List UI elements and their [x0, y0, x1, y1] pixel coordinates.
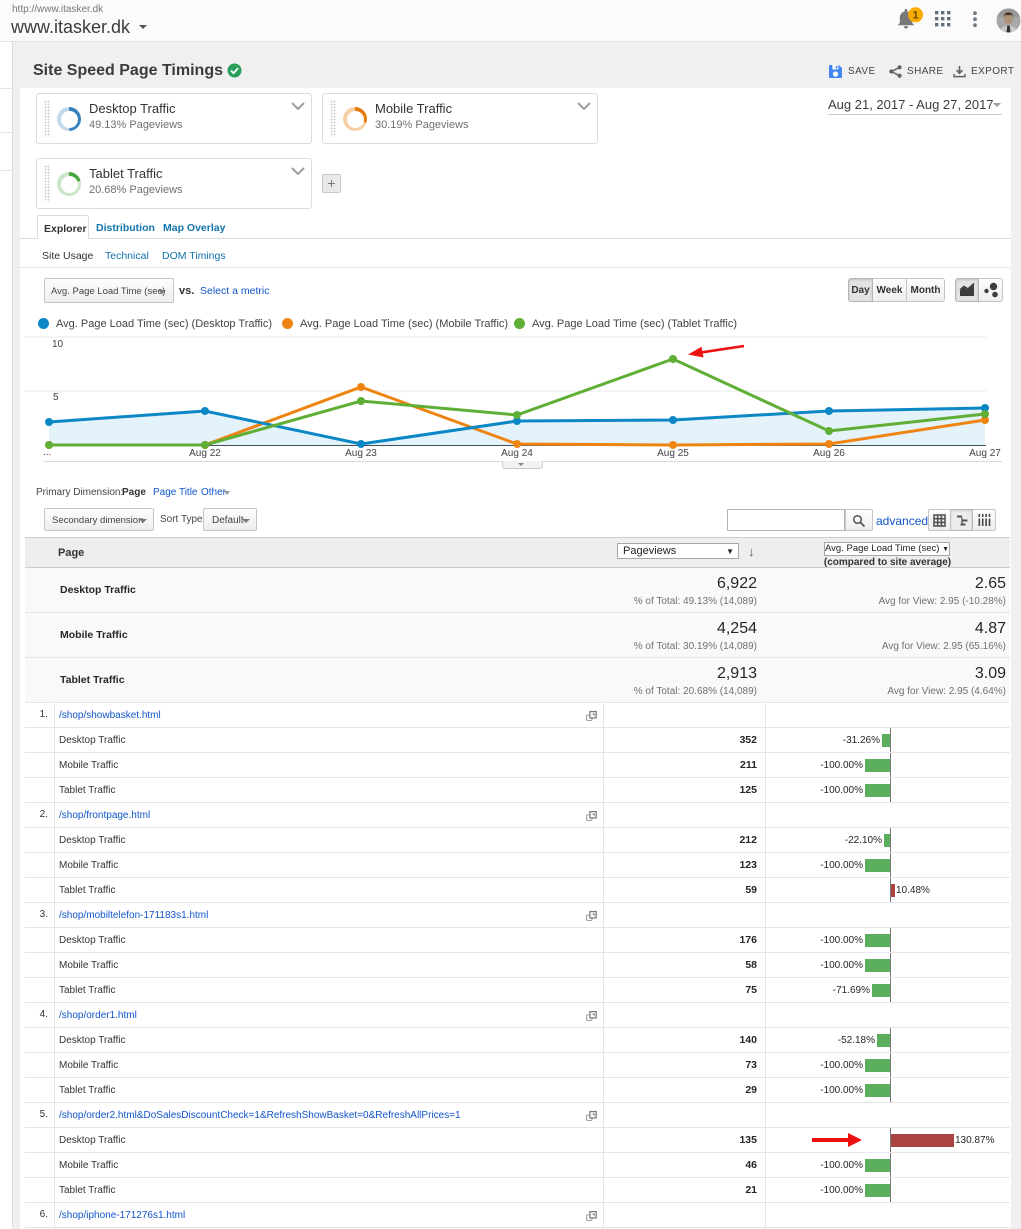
svg-text:1: 1 [912, 10, 918, 22]
